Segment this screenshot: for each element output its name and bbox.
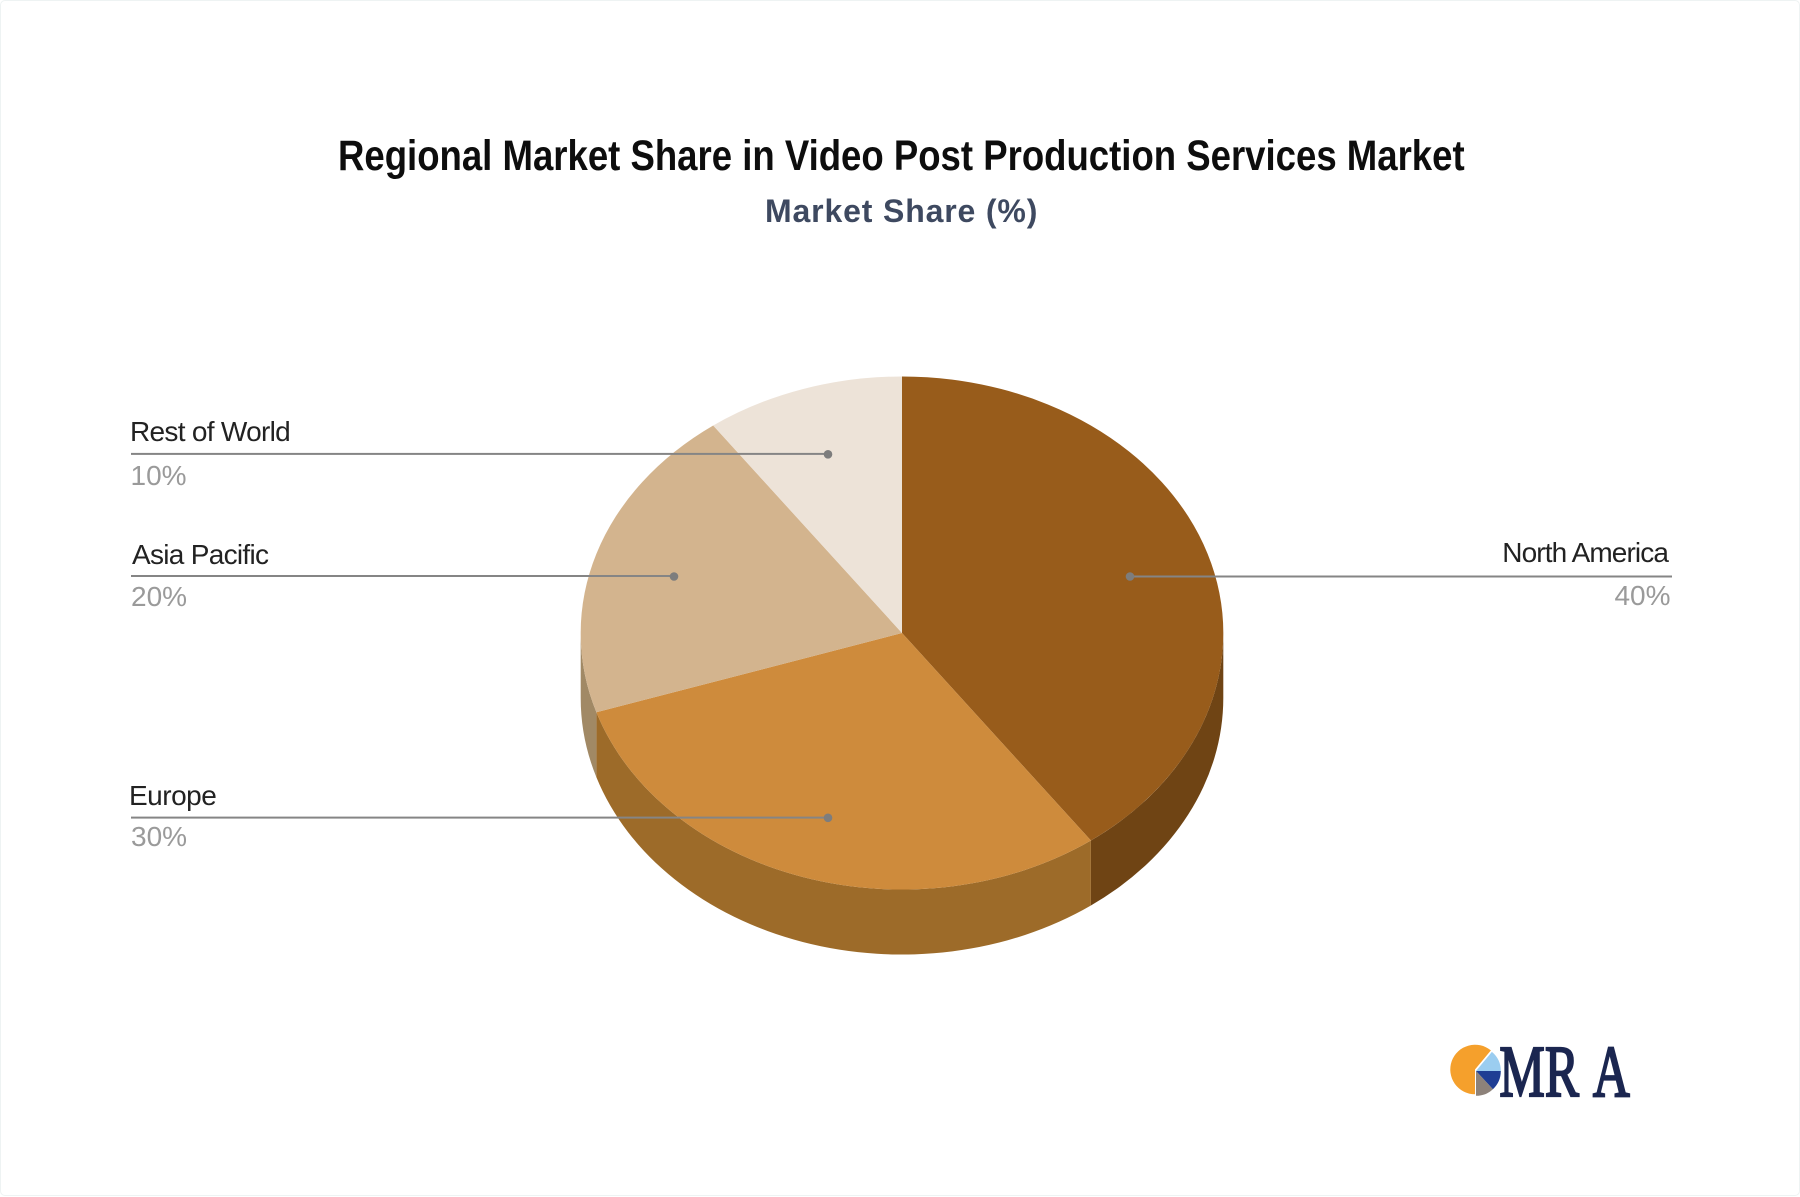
svg-text:MRA: MR A <box>1499 1031 1630 1112</box>
